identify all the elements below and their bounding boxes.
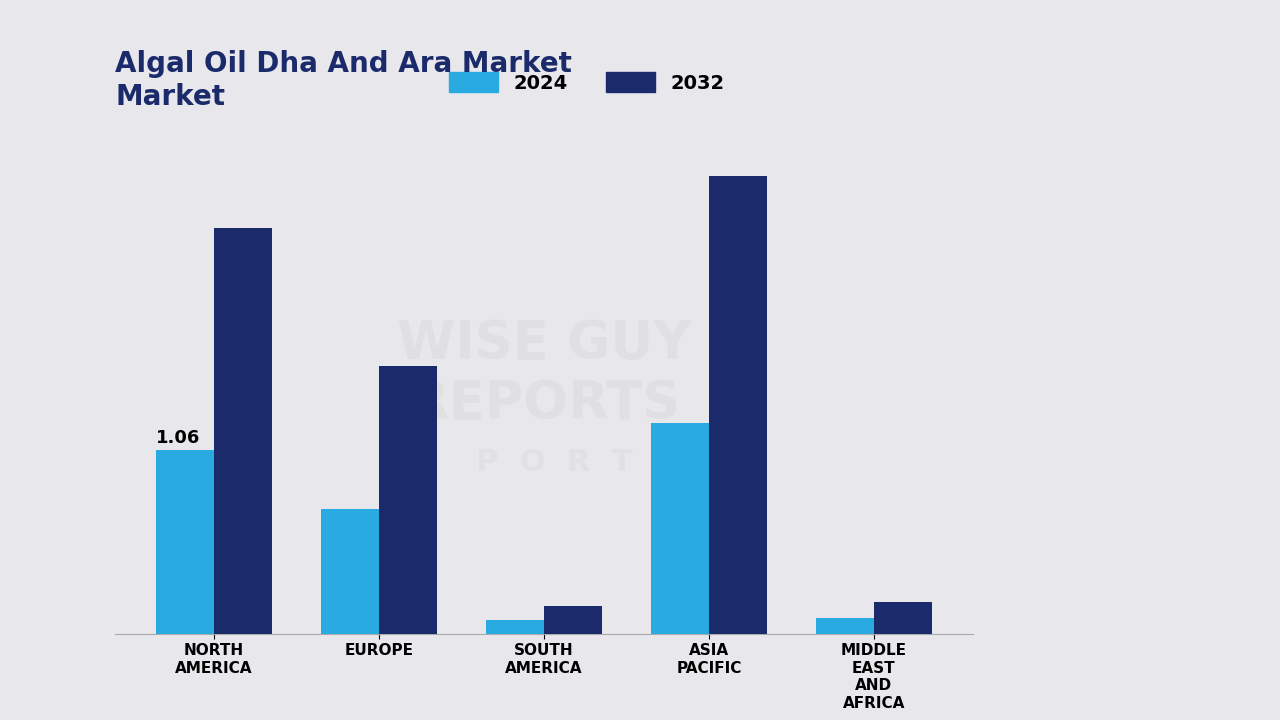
Text: WISE GUY
REPORTS: WISE GUY REPORTS <box>397 318 691 431</box>
Text: Algal Oil Dha And Ara Market
Market: Algal Oil Dha And Ara Market Market <box>115 50 572 111</box>
Bar <box>486 620 544 634</box>
Bar <box>544 606 602 634</box>
Text: E    P  O  R  T  S: E P O R T S <box>412 448 676 477</box>
Bar <box>379 366 436 634</box>
Bar <box>709 176 767 634</box>
Text: 1.06: 1.06 <box>156 429 200 447</box>
Bar <box>874 603 932 634</box>
Bar <box>321 509 379 634</box>
Bar <box>652 423 709 634</box>
Legend: 2024, 2032: 2024, 2032 <box>439 63 735 103</box>
Bar <box>156 451 214 634</box>
Bar <box>214 228 271 634</box>
Bar <box>817 618 874 634</box>
